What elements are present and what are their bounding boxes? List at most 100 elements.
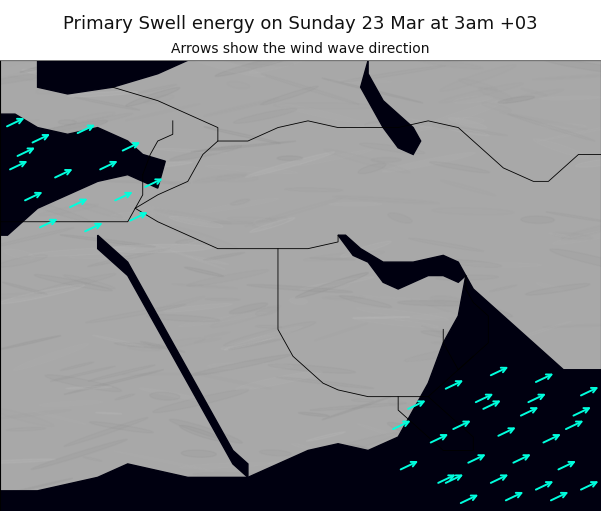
Ellipse shape <box>440 65 516 91</box>
Ellipse shape <box>221 335 275 350</box>
Ellipse shape <box>246 152 335 177</box>
Ellipse shape <box>141 341 185 352</box>
Ellipse shape <box>470 488 519 501</box>
Ellipse shape <box>430 448 459 456</box>
Ellipse shape <box>7 427 46 431</box>
Ellipse shape <box>154 238 205 252</box>
Ellipse shape <box>255 325 281 328</box>
Ellipse shape <box>163 304 232 312</box>
Ellipse shape <box>34 273 116 294</box>
Ellipse shape <box>388 423 445 444</box>
Ellipse shape <box>153 389 249 412</box>
Ellipse shape <box>72 112 115 122</box>
Ellipse shape <box>175 239 194 243</box>
Ellipse shape <box>88 248 170 267</box>
Ellipse shape <box>194 174 247 183</box>
Ellipse shape <box>4 419 73 427</box>
Ellipse shape <box>111 212 154 219</box>
Ellipse shape <box>250 218 295 233</box>
Polygon shape <box>37 60 188 94</box>
Ellipse shape <box>456 263 542 267</box>
Ellipse shape <box>576 159 601 167</box>
Polygon shape <box>338 235 466 289</box>
Ellipse shape <box>261 74 359 104</box>
Ellipse shape <box>241 475 331 493</box>
Ellipse shape <box>329 202 382 206</box>
Ellipse shape <box>418 59 483 69</box>
Ellipse shape <box>128 346 162 351</box>
Polygon shape <box>0 275 601 511</box>
Ellipse shape <box>180 462 270 469</box>
Ellipse shape <box>172 284 237 289</box>
Ellipse shape <box>0 62 38 77</box>
Ellipse shape <box>552 387 601 397</box>
Ellipse shape <box>404 341 507 361</box>
Ellipse shape <box>528 414 593 425</box>
Ellipse shape <box>276 104 360 123</box>
Ellipse shape <box>398 300 475 306</box>
Ellipse shape <box>75 97 140 110</box>
Ellipse shape <box>90 422 153 433</box>
Ellipse shape <box>58 120 76 125</box>
Ellipse shape <box>502 89 563 103</box>
Ellipse shape <box>268 364 355 373</box>
Ellipse shape <box>307 432 346 442</box>
Ellipse shape <box>204 98 279 117</box>
Ellipse shape <box>187 56 265 77</box>
Ellipse shape <box>430 161 489 173</box>
Ellipse shape <box>346 121 421 129</box>
Ellipse shape <box>66 133 109 146</box>
Ellipse shape <box>123 373 219 375</box>
Ellipse shape <box>68 254 138 259</box>
Ellipse shape <box>367 458 395 468</box>
Ellipse shape <box>33 411 87 425</box>
Text: Arrows show the wind wave direction: Arrows show the wind wave direction <box>171 42 430 56</box>
Ellipse shape <box>112 482 157 498</box>
Ellipse shape <box>0 408 53 426</box>
Ellipse shape <box>205 298 240 300</box>
Ellipse shape <box>64 417 148 447</box>
Ellipse shape <box>498 321 572 345</box>
Ellipse shape <box>150 296 204 312</box>
Ellipse shape <box>512 376 581 380</box>
Ellipse shape <box>91 162 192 172</box>
Ellipse shape <box>34 274 112 291</box>
Ellipse shape <box>517 449 601 464</box>
Ellipse shape <box>185 267 224 276</box>
Ellipse shape <box>549 233 570 238</box>
Ellipse shape <box>99 253 124 262</box>
Ellipse shape <box>11 121 108 141</box>
Ellipse shape <box>448 398 510 414</box>
Ellipse shape <box>310 258 355 260</box>
Ellipse shape <box>421 331 526 346</box>
Ellipse shape <box>231 199 250 205</box>
Ellipse shape <box>521 216 554 223</box>
Ellipse shape <box>382 152 475 172</box>
Ellipse shape <box>169 216 223 227</box>
Ellipse shape <box>499 339 530 348</box>
Ellipse shape <box>521 88 547 96</box>
Ellipse shape <box>186 256 229 265</box>
Ellipse shape <box>23 492 70 503</box>
Ellipse shape <box>561 397 587 406</box>
Ellipse shape <box>1 410 71 419</box>
Ellipse shape <box>479 87 512 100</box>
Ellipse shape <box>191 355 291 376</box>
Ellipse shape <box>533 74 601 80</box>
Ellipse shape <box>401 121 507 135</box>
Ellipse shape <box>561 223 601 240</box>
Ellipse shape <box>180 425 222 441</box>
Ellipse shape <box>291 444 310 449</box>
Ellipse shape <box>4 185 45 200</box>
Ellipse shape <box>114 451 214 471</box>
Ellipse shape <box>208 363 293 369</box>
Ellipse shape <box>13 343 88 370</box>
Ellipse shape <box>322 78 423 103</box>
Ellipse shape <box>126 104 200 121</box>
Ellipse shape <box>310 499 356 504</box>
Polygon shape <box>0 60 165 235</box>
Ellipse shape <box>169 419 242 443</box>
Ellipse shape <box>508 114 595 141</box>
Ellipse shape <box>228 217 276 222</box>
Ellipse shape <box>357 424 401 438</box>
